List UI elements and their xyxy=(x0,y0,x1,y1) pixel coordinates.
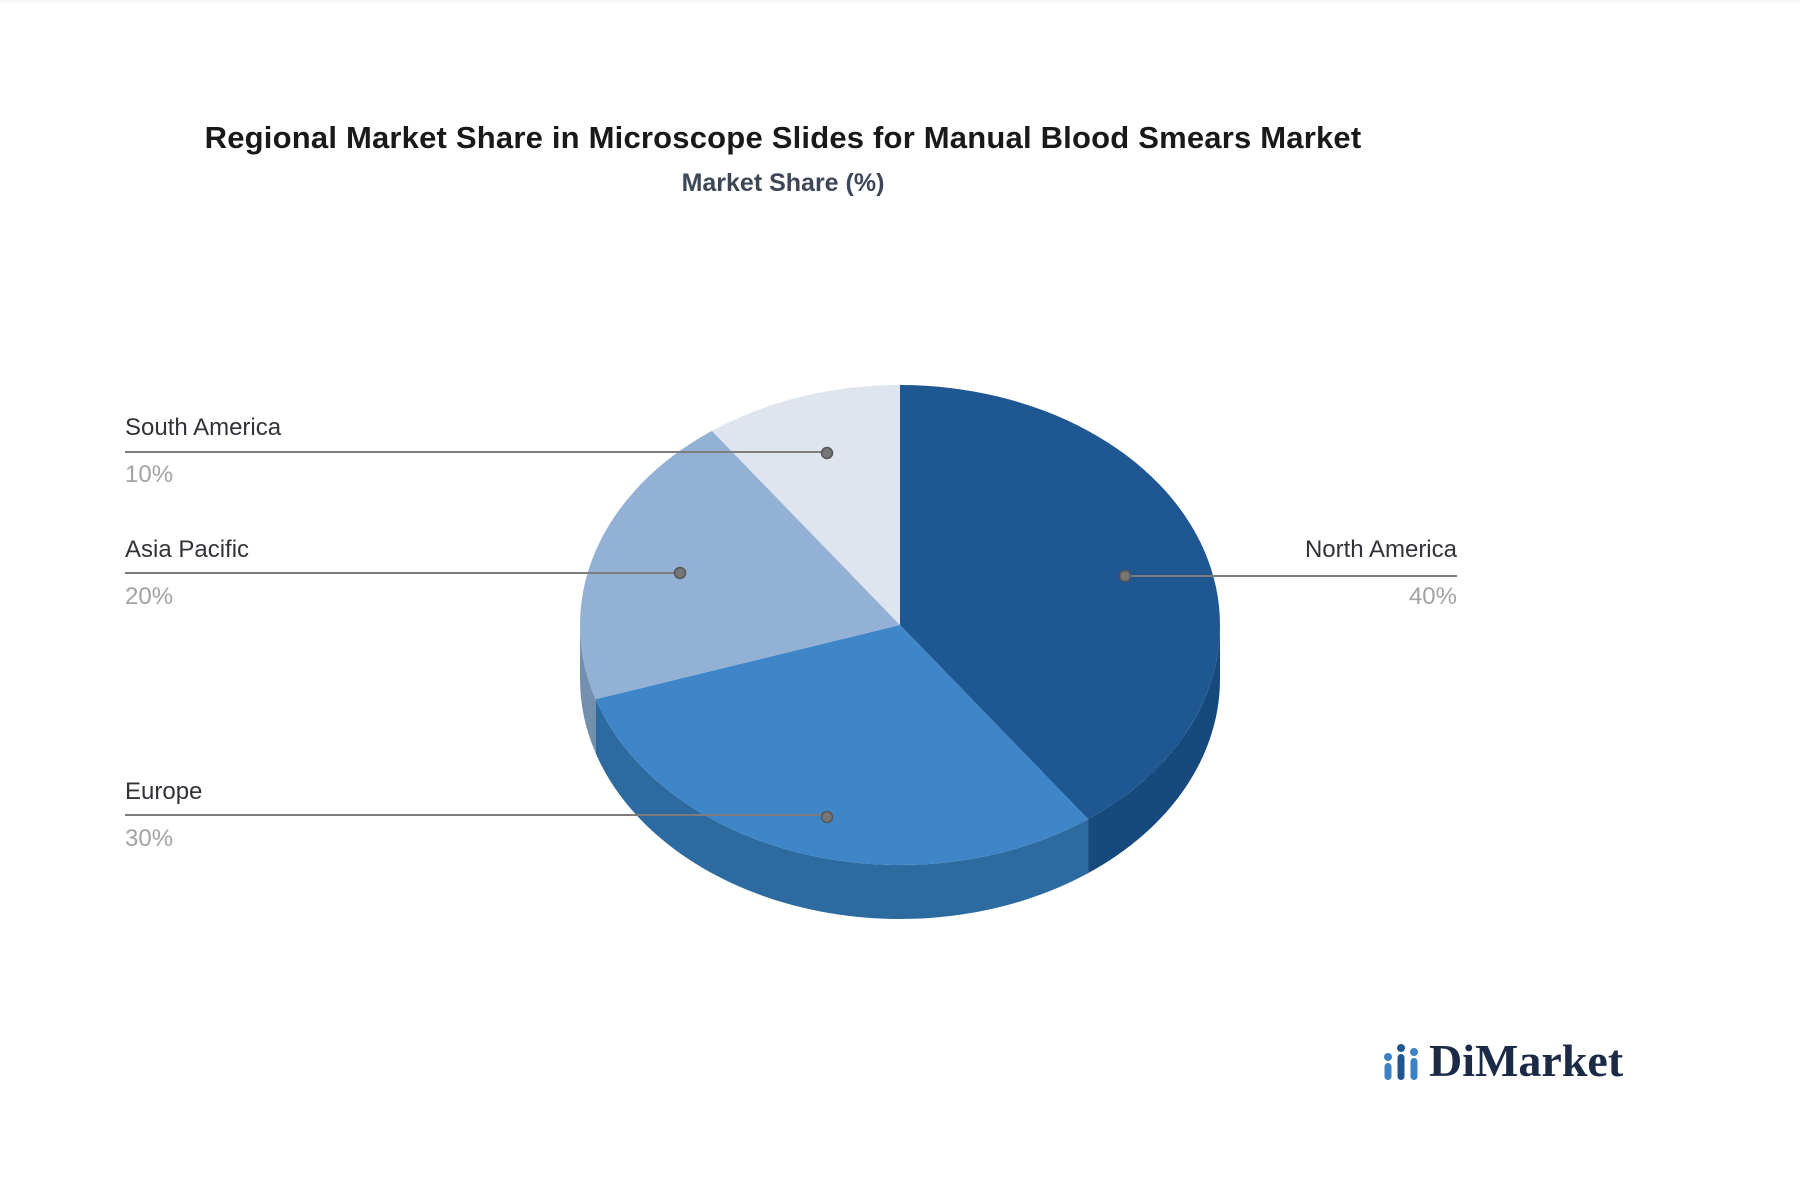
leader-dot-south-america xyxy=(820,446,834,460)
pie-slice-north-america xyxy=(900,385,1220,820)
brand-logo: DiMarket xyxy=(1382,1036,1623,1086)
pie-slice-side-europe xyxy=(595,699,1089,919)
bar-chart-icon xyxy=(1384,1044,1418,1080)
leader-dot-asia-pacific xyxy=(673,566,687,580)
pie-slice-side-asia-pacific xyxy=(580,625,596,754)
pie-slice-side-north-america xyxy=(1088,625,1220,874)
callout-label: Asia Pacific xyxy=(125,536,250,563)
leader-dot-north-america xyxy=(1118,569,1132,583)
chart-title: Regional Market Share in Microscope Slid… xyxy=(204,120,1362,155)
pie-slice-europe xyxy=(595,625,1089,865)
callout-label: North America xyxy=(1304,536,1457,563)
top-edge-strip xyxy=(0,0,1800,3)
pie-slice-asia-pacific xyxy=(580,430,900,700)
callout-value: 40% xyxy=(1408,583,1457,610)
callout-value: 30% xyxy=(125,825,174,852)
pie-slice-south-america xyxy=(711,385,900,625)
callout-north-america: North America 40% xyxy=(1305,536,1457,611)
leader-dot-europe xyxy=(820,810,834,824)
callout-south-america: South America 10% xyxy=(125,414,281,489)
callout-europe: Europe 30% xyxy=(125,778,202,853)
callout-value: 20% xyxy=(125,583,174,610)
callout-label: South America xyxy=(125,414,282,441)
callout-asia-pacific: Asia Pacific 20% xyxy=(125,536,249,611)
brand-name: DiMarket xyxy=(1429,1035,1624,1086)
chart-subtitle: Market Share (%) xyxy=(681,169,885,197)
callout-value: 10% xyxy=(125,461,174,488)
callout-label: Europe xyxy=(125,778,203,805)
